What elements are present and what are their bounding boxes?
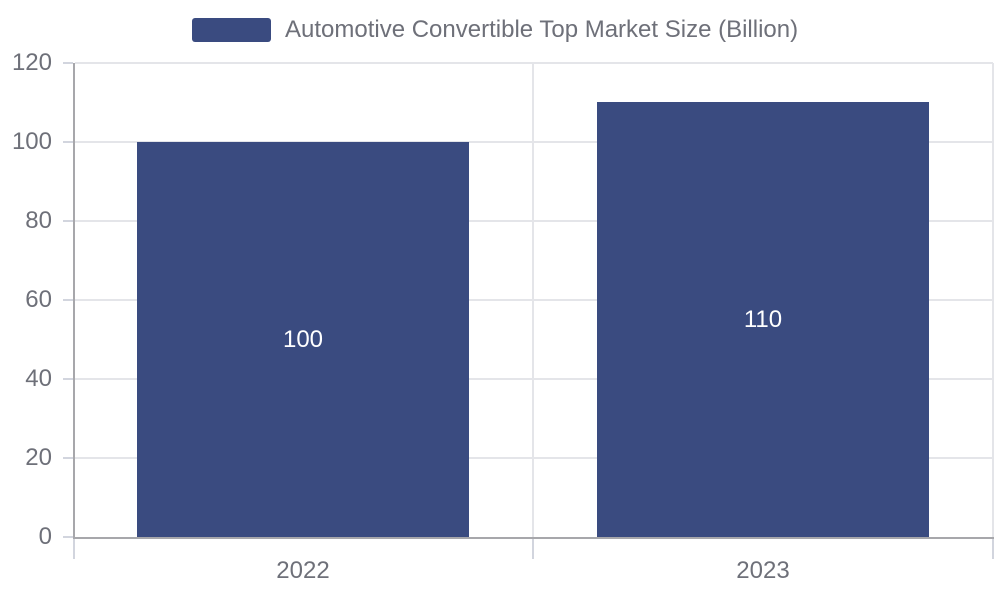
x-axis-tick-label: 2022 [276, 557, 330, 584]
x-axis-tick [992, 539, 994, 559]
y-axis-tick [63, 457, 73, 459]
y-gridline [75, 299, 993, 301]
y-axis-tick-label: 0 [38, 523, 52, 550]
y-axis-tick [63, 378, 73, 380]
x-axis-tick-label: 2023 [736, 557, 790, 584]
y-axis-tick [63, 299, 73, 301]
y-axis-tick [63, 62, 73, 64]
x-gridline [532, 63, 534, 537]
bar[interactable] [597, 102, 929, 537]
y-axis-tick-label: 40 [25, 365, 52, 392]
y-axis-tick-label: 100 [11, 128, 52, 155]
y-axis-tick-label: 20 [25, 444, 52, 471]
y-axis-tick [63, 536, 73, 538]
y-axis-tick-label: 80 [25, 207, 52, 234]
y-gridline [75, 141, 993, 143]
y-axis-tick-label: 60 [25, 286, 52, 313]
y-gridline [75, 378, 993, 380]
y-axis-tick [63, 220, 73, 222]
x-gridline [992, 63, 994, 537]
x-axis-tick [73, 539, 75, 559]
y-axis-tick-label: 120 [11, 49, 52, 76]
bar[interactable] [137, 142, 469, 537]
y-gridline [75, 62, 993, 64]
legend-item[interactable]: Automotive Convertible Top Market Size (… [192, 16, 798, 44]
y-gridline [75, 457, 993, 459]
plot-area: 100 110 [63, 62, 994, 559]
y-axis-tick [63, 141, 73, 143]
y-gridline [75, 220, 993, 222]
y-axis-line [73, 63, 75, 539]
legend-label: Automotive Convertible Top Market Size (… [285, 16, 799, 43]
x-axis-line [73, 537, 994, 539]
x-axis-tick [532, 539, 534, 559]
legend-swatch [192, 18, 271, 42]
